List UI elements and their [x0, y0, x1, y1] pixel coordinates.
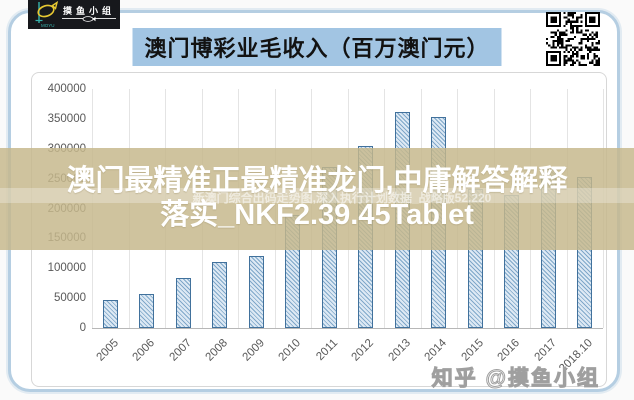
- logo-text: 摸鱼小组: [62, 5, 115, 16]
- x-axis-label: 2015: [459, 337, 486, 364]
- x-axis-label: 2009: [240, 337, 267, 364]
- zhihu-watermark: 知乎 @摸鱼小组: [431, 367, 600, 391]
- chart-bar: [102, 299, 118, 328]
- watermark-line2: 落实_NKF2.39.45Tablet: [160, 199, 474, 231]
- x-axis-label: 2016: [495, 337, 523, 364]
- x-axis-label: 2005: [94, 337, 121, 364]
- y-axis-label: 350000: [47, 112, 86, 125]
- watermark-text: 澳门最精准正最精准龙门,中庸解答解释 落实_NKF2.39.45Tablet: [0, 164, 634, 232]
- logo-text-block: 摸鱼小组: [62, 6, 116, 24]
- page-title: 澳门博彩业毛收入（百万澳门元）: [132, 28, 502, 66]
- watermark-line1: 澳门最精准正最精准龙门,中庸解答解释: [66, 165, 568, 197]
- chart-bar: [139, 293, 155, 328]
- fish-hook-icon: MOYU: [35, 1, 58, 28]
- qr-code: [546, 12, 600, 66]
- x-axis-label: 2007: [167, 337, 194, 364]
- logo-underline: [62, 15, 116, 24]
- logo-badge: MOYU 摸鱼小组: [28, 0, 120, 29]
- x-axis-label: 2013: [386, 337, 413, 364]
- x-axis-label: 2006: [130, 337, 158, 364]
- chart-bar: [212, 262, 228, 328]
- watermark-band-stripe: [0, 188, 634, 203]
- watermark-band: 新澳门综合出码走势图,深入执行计划数据_战略版52.220 澳门最精准正最精准龙…: [0, 148, 634, 250]
- x-axis-label: 2014: [422, 337, 450, 364]
- y-axis-label: 50000: [54, 292, 86, 305]
- x-axis-label: 2012: [349, 337, 377, 364]
- y-axis-label: 0: [79, 322, 86, 334]
- x-axis-label: 2011: [313, 337, 340, 363]
- y-axis-label: 100000: [47, 262, 86, 275]
- x-axis-label: 2010: [276, 337, 304, 364]
- watermark-subline: 新澳门综合出码走势图,深入执行计划数据_战略版52.220: [192, 191, 492, 205]
- logo-sub-text: MOYU: [41, 23, 55, 28]
- x-axis-label: 2008: [203, 337, 231, 364]
- x-axis-line: [92, 328, 603, 329]
- fish-silhouette-icon: [82, 15, 96, 22]
- chart-bar: [175, 277, 191, 328]
- chart-bar: [248, 256, 264, 328]
- x-axis-label: 2017: [532, 337, 559, 364]
- y-axis-label: 400000: [47, 83, 86, 95]
